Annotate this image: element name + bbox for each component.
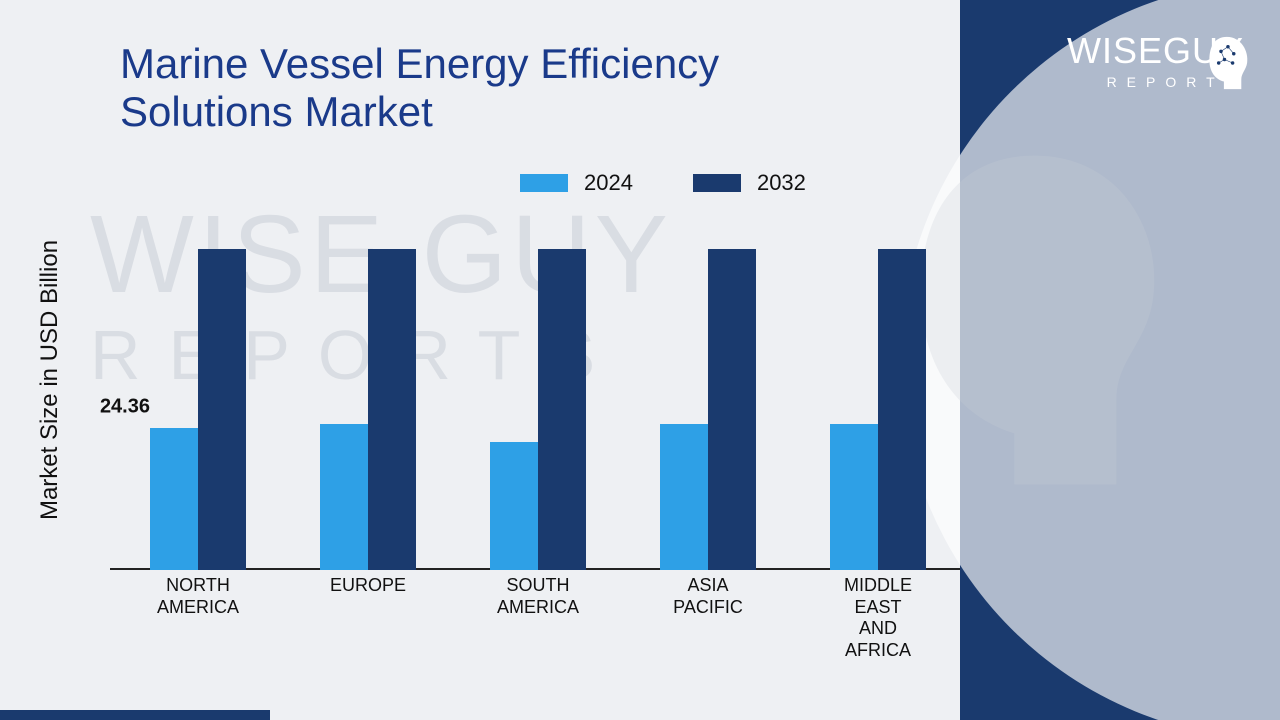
legend-label-2032: 2032 xyxy=(757,170,806,196)
x-tick-label: NORTHAMERICA xyxy=(123,575,273,618)
legend-swatch-2032 xyxy=(693,174,741,192)
x-tick-label: MIDDLEEASTANDAFRICA xyxy=(803,575,953,661)
legend-label-2024: 2024 xyxy=(584,170,633,196)
bar-2032 xyxy=(878,249,926,570)
legend-item-2024: 2024 xyxy=(520,170,633,196)
bar-2032 xyxy=(538,249,586,570)
bottom-accent-bar xyxy=(0,710,270,720)
chart-legend: 2024 2032 xyxy=(520,170,806,196)
x-tick-label: SOUTHAMERICA xyxy=(463,575,613,618)
bar-2032 xyxy=(368,249,416,570)
bar-2032 xyxy=(198,249,246,570)
bar-2024 xyxy=(490,442,538,570)
bar-2024 xyxy=(320,424,368,570)
brand-logo: WISEGUY REPORTS xyxy=(994,30,1244,90)
page-title: Marine Vessel Energy Efficiency Solution… xyxy=(120,40,780,137)
bar-2032 xyxy=(708,249,756,570)
y-axis-label: Market Size in USD Billion xyxy=(36,240,64,520)
brand-word-1: WISE xyxy=(1067,30,1163,71)
chart-plot-area: 24.36 xyxy=(110,220,960,570)
x-tick-label: EUROPE xyxy=(293,575,443,597)
bar-value-label: 24.36 xyxy=(100,395,150,418)
legend-swatch-2024 xyxy=(520,174,568,192)
bar-2024 xyxy=(660,424,708,570)
bar-2024 xyxy=(830,424,878,570)
brand-head-icon xyxy=(1192,34,1250,92)
bar-2024 xyxy=(150,428,198,570)
x-tick-label: ASIAPACIFIC xyxy=(633,575,783,618)
legend-item-2032: 2032 xyxy=(693,170,806,196)
